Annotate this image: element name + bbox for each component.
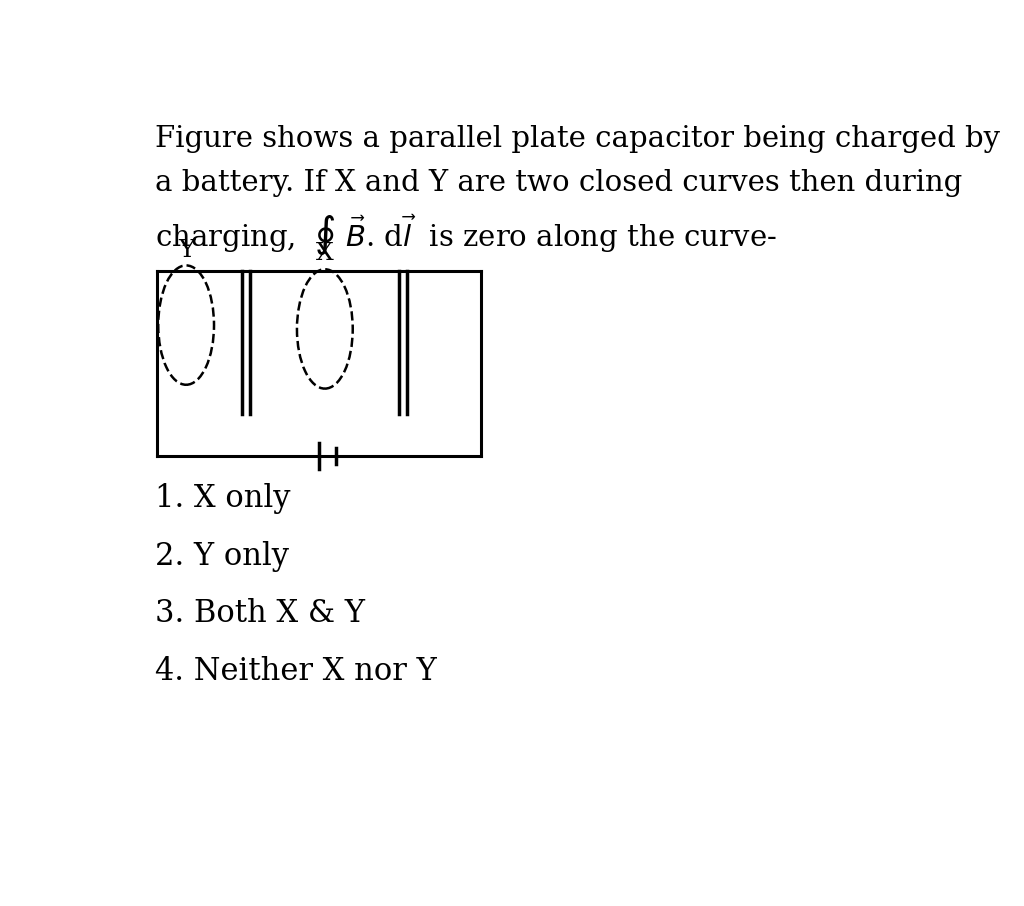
Text: 4. Neither X nor Y: 4. Neither X nor Y: [155, 656, 437, 687]
Text: Y: Y: [178, 238, 195, 262]
Text: 2. Y only: 2. Y only: [155, 541, 289, 572]
Text: charging,  $\oint$ $\vec{B}$. d$\vec{l}$  is zero along the curve-: charging, $\oint$ $\vec{B}$. d$\vec{l}$ …: [155, 212, 777, 257]
Text: 1. X only: 1. X only: [155, 483, 291, 514]
Text: 3. Both X & Y: 3. Both X & Y: [155, 599, 366, 630]
Text: Figure shows a parallel plate capacitor being charged by: Figure shows a parallel plate capacitor …: [155, 125, 1000, 153]
Text: X: X: [316, 243, 334, 265]
Text: a battery. If X and Y are two closed curves then during: a battery. If X and Y are two closed cur…: [155, 169, 963, 197]
